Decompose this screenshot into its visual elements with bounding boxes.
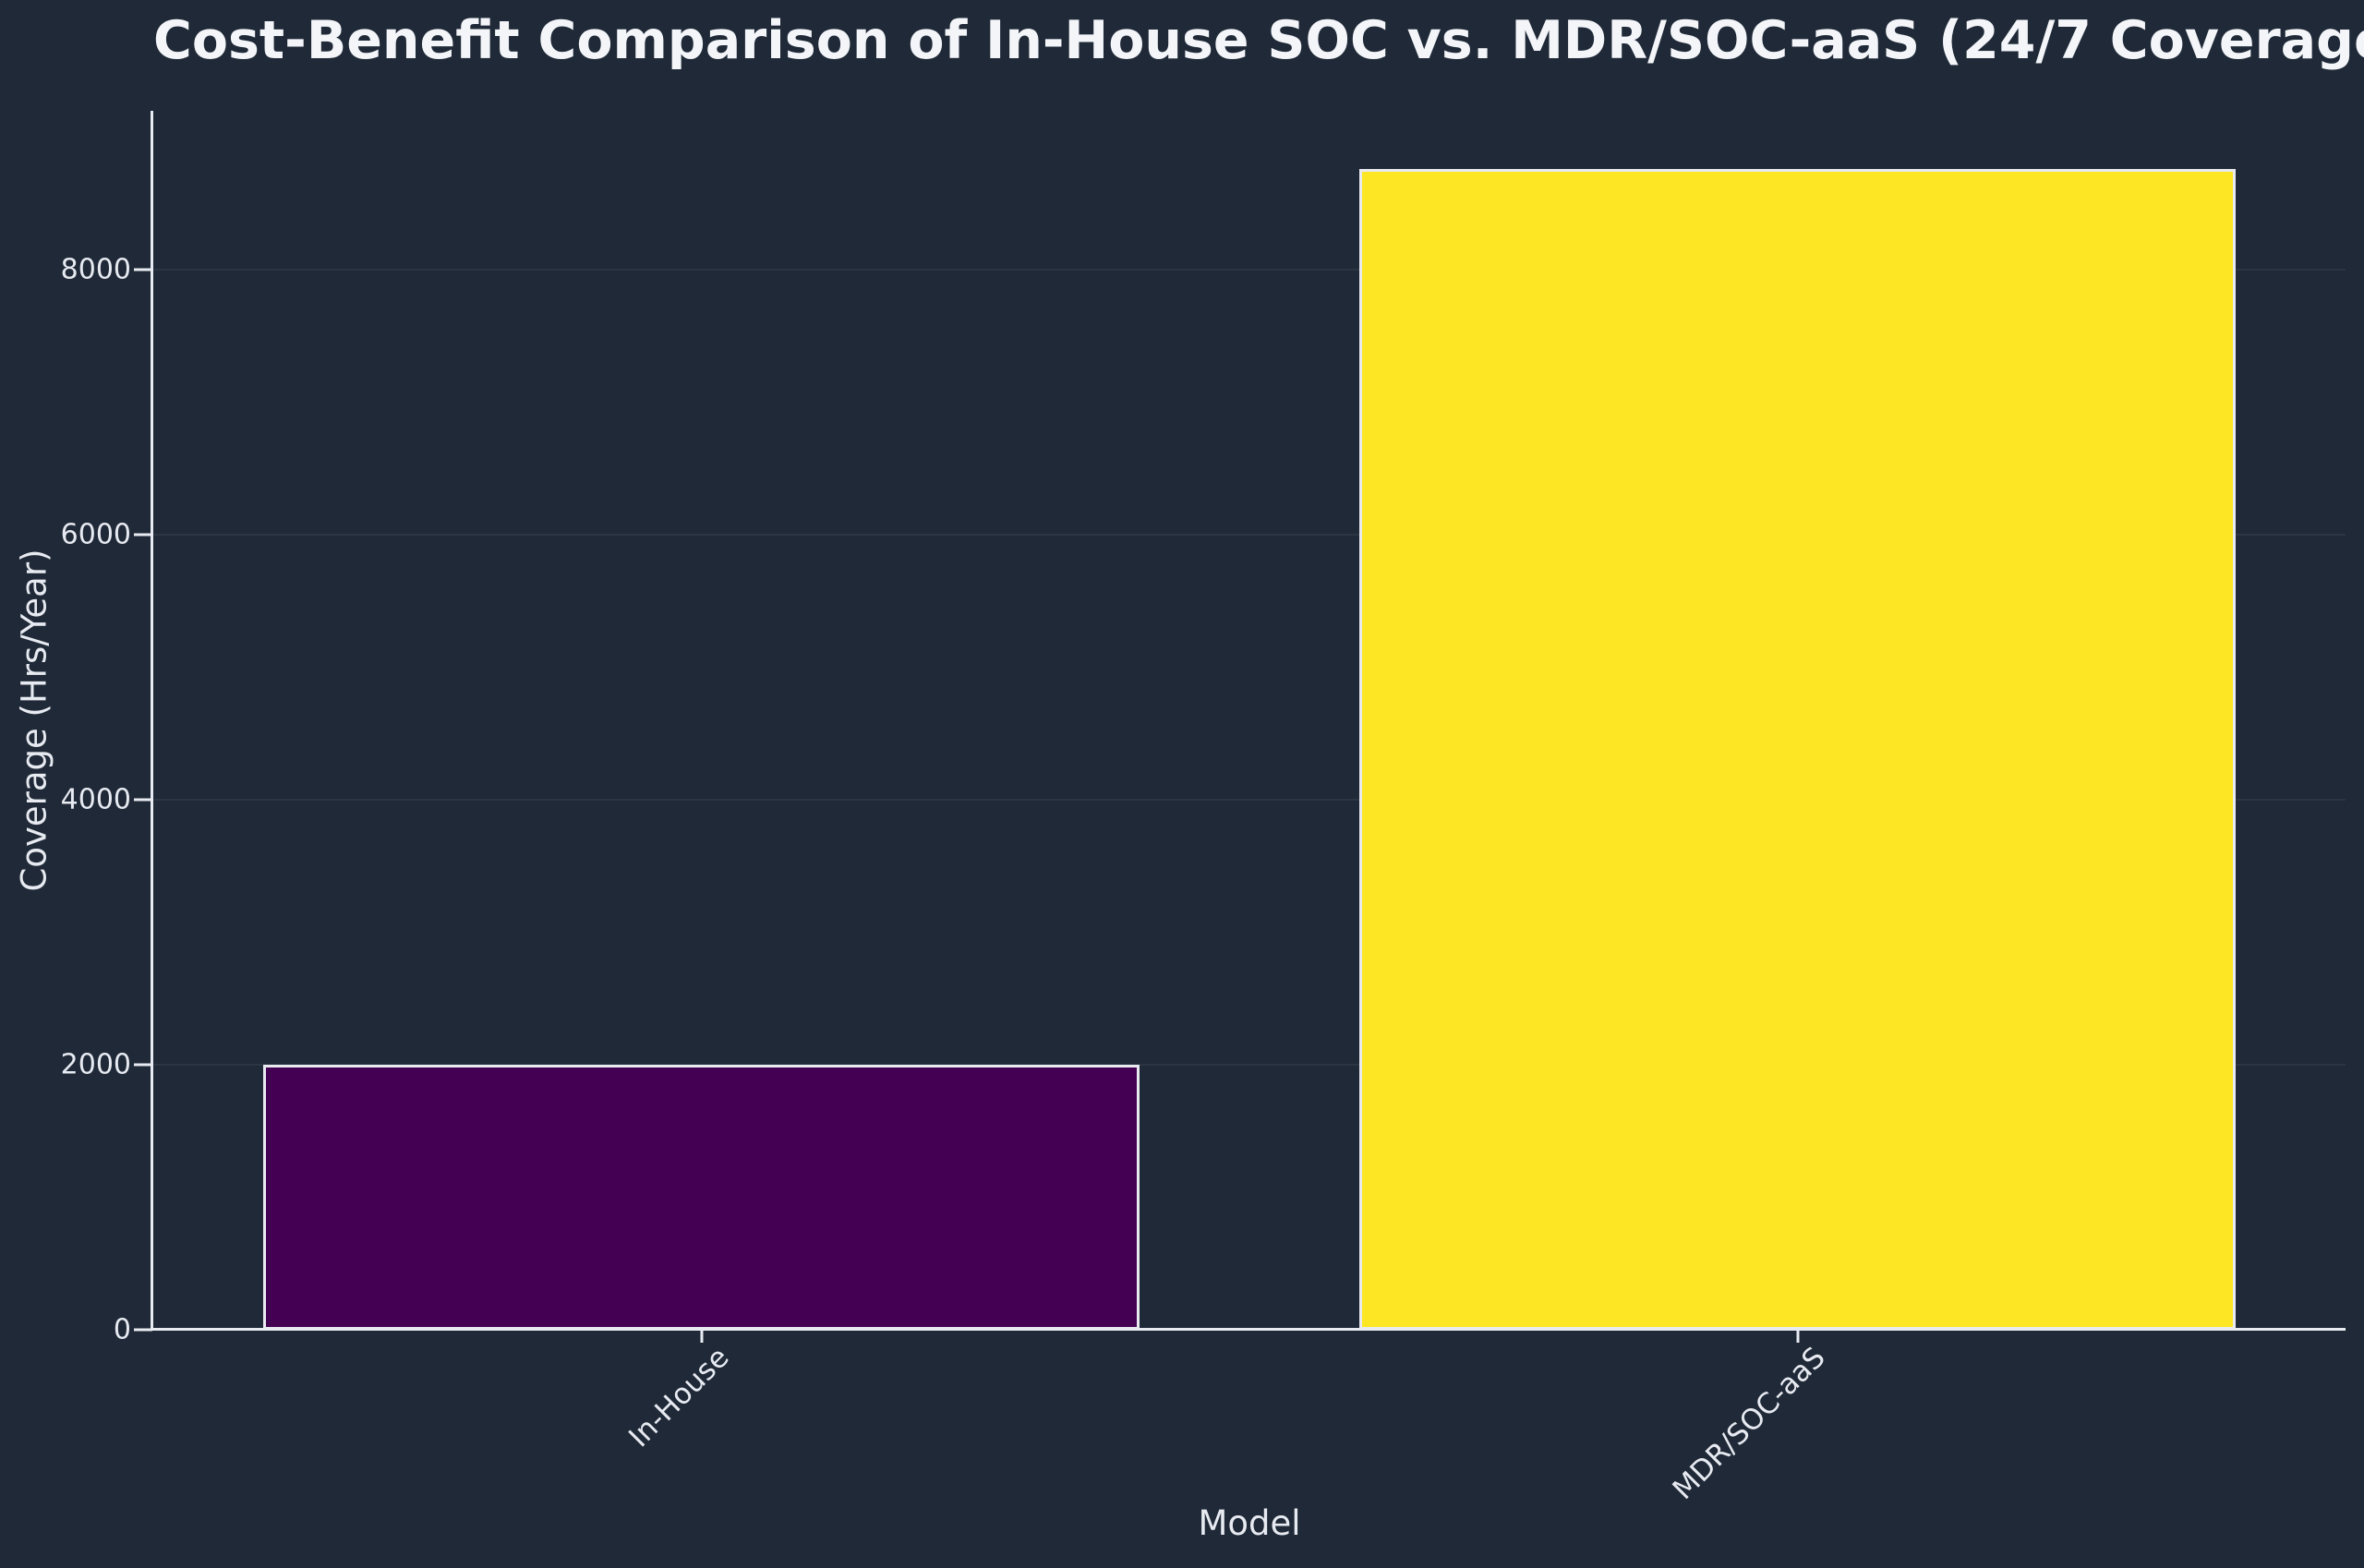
gridline-8000 [153, 268, 2346, 271]
bar-mdr-soc-aas [1358, 168, 2237, 1330]
x-axis-title: Model [1198, 1503, 1301, 1543]
x-tick-label-2: MDR/SOC-aaS [1666, 1341, 1832, 1507]
gridline-2000 [153, 1063, 2346, 1066]
y-axis-title: Coverage (Hrs/Year) [14, 549, 54, 892]
y-tick-mark-8000 [134, 268, 152, 271]
y-tick-label-2000: 2000 [60, 1048, 131, 1081]
gridline-6000 [153, 533, 2346, 536]
x-tick-mark-2 [1796, 1330, 1799, 1343]
x-axis-spine [151, 1328, 2346, 1331]
bar-in-house [262, 1064, 1140, 1330]
y-tick-label-0: 0 [113, 1313, 131, 1346]
y-tick-mark-4000 [134, 798, 152, 802]
x-tick-label-1: In-House [622, 1341, 736, 1454]
y-tick-mark-6000 [134, 533, 152, 537]
y-tick-label-4000: 4000 [60, 783, 131, 816]
y-tick-label-8000: 8000 [60, 253, 131, 286]
gridline-4000 [153, 798, 2346, 801]
x-tick-mark-1 [700, 1330, 703, 1343]
y-tick-label-6000: 6000 [60, 518, 131, 551]
y-tick-mark-2000 [134, 1063, 152, 1067]
y-axis-spine [151, 111, 153, 1330]
y-tick-mark-0 [134, 1328, 152, 1332]
chart-title: Cost-Benefit Comparison of In-House SOC … [153, 10, 2364, 71]
